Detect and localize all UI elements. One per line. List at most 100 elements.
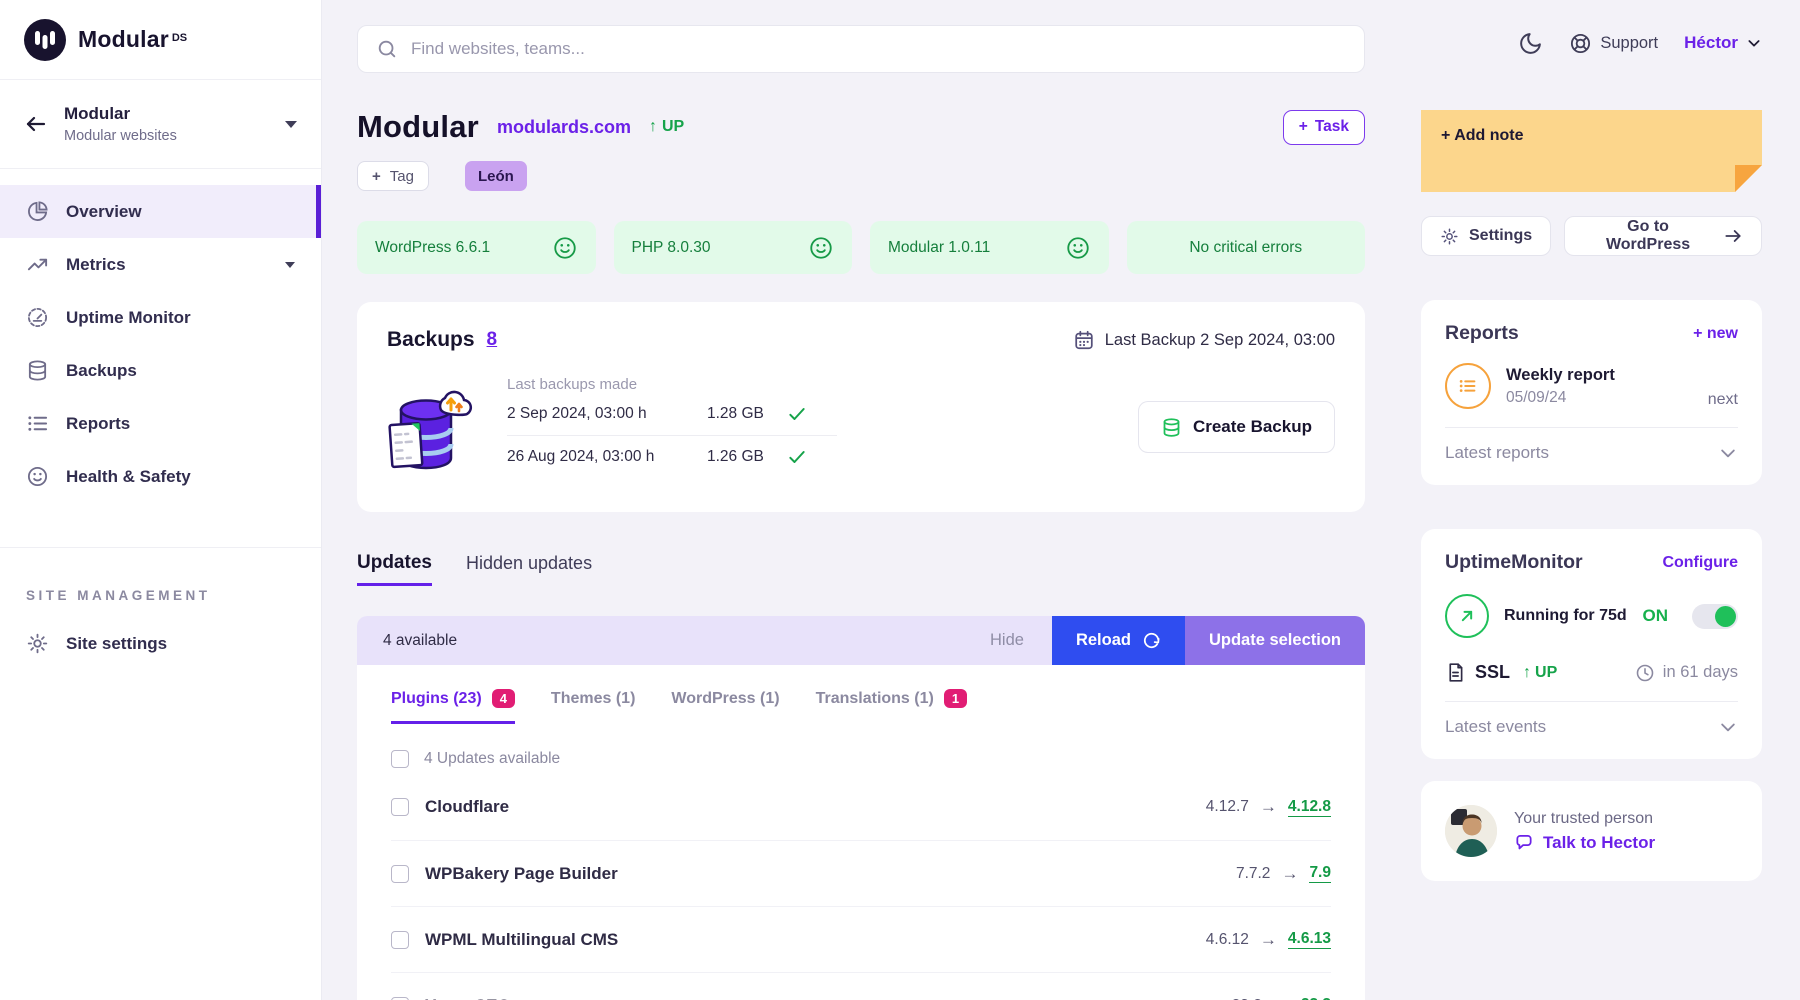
back-arrow-icon[interactable] <box>24 112 48 136</box>
sidebar-item-overview[interactable]: Overview <box>0 185 321 238</box>
add-task-button[interactable]: + Task <box>1282 109 1365 145</box>
tab-hidden-updates[interactable]: Hidden updates <box>465 553 593 573</box>
user-menu[interactable]: Héctor <box>1684 33 1762 53</box>
hide-button[interactable]: Hide <box>990 631 1024 649</box>
report-list-icon <box>1445 363 1491 409</box>
search-icon <box>376 38 398 60</box>
right-panel: Support Héctor + Add note Settings Go to <box>1421 0 1762 1000</box>
last-backup-info: Last Backup 2 Sep 2024, 03:00 <box>1073 329 1335 351</box>
tab-plugins[interactable]: Plugins (23) 4 <box>391 689 515 724</box>
current-version: 4.6.12 <box>1205 930 1249 948</box>
plugin-checkbox[interactable] <box>391 930 409 949</box>
uptime-status-row: Running for 75d ON <box>1445 594 1738 638</box>
plugin-row: Cloudflare 4.12.7 → 4.12.8 <box>391 774 1331 840</box>
plugin-row: WPBakery Page Builder 7.7.2 → 7.9 <box>391 840 1331 906</box>
status-badge-errors: No critical errors <box>1126 221 1365 274</box>
tab-themes[interactable]: Themes (1) <box>550 689 636 707</box>
lifebuoy-icon <box>1569 32 1592 55</box>
configure-link[interactable]: Configure <box>1662 553 1738 571</box>
plugin-checkbox[interactable] <box>391 798 409 816</box>
note-fold-corner <box>1735 165 1762 192</box>
talk-to-hector-link[interactable]: Talk to Hector <box>1514 833 1655 853</box>
page-header: Modular modulards.com ↑ UP + Task <box>357 109 1365 145</box>
gear-icon <box>1440 227 1459 246</box>
search-placeholder: Find websites, teams... <box>411 39 585 58</box>
plugin-name: WPBakery Page Builder <box>425 863 618 883</box>
app-logo[interactable]: Modular DS <box>0 0 321 80</box>
sticky-note[interactable]: + Add note <box>1421 110 1762 192</box>
reload-button[interactable]: Reload <box>1051 616 1185 665</box>
sidebar-item-label: Backups <box>66 360 137 380</box>
select-all-checkbox[interactable] <box>391 750 409 768</box>
report-date: 05/09/24 <box>1506 388 1567 406</box>
new-version-link[interactable]: 23.3 <box>1301 996 1331 1000</box>
new-report-link[interactable]: + new <box>1693 324 1738 342</box>
plugin-checkbox[interactable] <box>391 864 409 883</box>
dark-mode-toggle[interactable] <box>1518 31 1543 56</box>
arrow-right-icon <box>1723 226 1743 246</box>
go-to-wordpress-button[interactable]: Go to WordPress <box>1564 216 1762 256</box>
latest-reports-expander[interactable]: Latest reports <box>1445 443 1738 463</box>
current-version: 4.12.7 <box>1205 798 1249 815</box>
sidebar-nav: Overview Metrics Uptime Monitor Backups <box>0 169 321 503</box>
sidebar-item-backups[interactable]: Backups <box>0 344 321 397</box>
report-next-label: next <box>1707 391 1738 408</box>
smiley-icon <box>26 465 49 488</box>
main-area: Find websites, teams... Modular modulard… <box>322 0 1800 1000</box>
site-actions: Settings Go to WordPress <box>1421 216 1762 256</box>
report-item[interactable]: Weekly report 05/09/24 next <box>1445 363 1738 409</box>
plugin-checkbox[interactable] <box>391 996 409 1000</box>
sidebar-item-uptime-monitor[interactable]: Uptime Monitor <box>0 291 321 344</box>
new-version-link[interactable]: 7.9 <box>1309 864 1331 883</box>
content-column: Find websites, teams... Modular modulard… <box>357 0 1365 1000</box>
plugin-name: Cloudflare <box>425 797 510 816</box>
status-badge-wordpress: WordPress 6.6.1 <box>357 221 596 274</box>
site-domain-link[interactable]: modulards.com <box>496 116 631 137</box>
select-all-row: 4 Updates available <box>391 750 1331 768</box>
create-backup-button[interactable]: Create Backup <box>1137 401 1335 453</box>
uptime-toggle[interactable] <box>1692 603 1738 629</box>
tag-chip[interactable]: León <box>464 161 527 191</box>
count-badge: 4 <box>491 689 515 708</box>
sidebar-section-title: SITE MANAGEMENT <box>26 588 211 603</box>
backups-count-link[interactable]: 8 <box>486 329 498 350</box>
latest-events-expander[interactable]: Latest events <box>1445 717 1738 737</box>
moon-icon <box>1518 31 1543 56</box>
topbar-right: Support Héctor <box>1421 28 1762 58</box>
tab-wordpress[interactable]: WordPress (1) <box>671 689 780 707</box>
site-caret-icon[interactable] <box>285 120 297 128</box>
sidebar: Modular DS Modular Modular websites Overv… <box>0 0 322 1000</box>
arrow-right-icon: → <box>1259 797 1277 816</box>
sidebar-item-site-settings[interactable]: Site settings <box>0 617 321 670</box>
modular-logo-icon <box>24 18 66 61</box>
check-icon <box>787 447 813 467</box>
site-subtitle: Modular websites <box>64 128 177 144</box>
add-note-button[interactable]: + Add note <box>1421 110 1762 192</box>
add-tag-button[interactable]: + Tag <box>357 161 429 191</box>
ssl-label: SSL <box>1475 662 1511 682</box>
page-title: Modular <box>357 109 479 144</box>
backup-illustration <box>387 380 473 474</box>
sidebar-item-reports[interactable]: Reports <box>0 397 321 450</box>
chevron-down-icon <box>1746 35 1762 51</box>
site-switcher[interactable]: Modular Modular websites <box>0 80 321 169</box>
update-selection-button[interactable]: Update selection <box>1184 616 1365 665</box>
search-input[interactable]: Find websites, teams... <box>357 25 1365 73</box>
new-version-link[interactable]: 4.6.13 <box>1287 930 1331 949</box>
metrics-icon <box>26 253 49 276</box>
sidebar-item-metrics[interactable]: Metrics <box>0 238 321 291</box>
updates-banner: 4 available Hide Reload Update selection <box>357 616 1365 665</box>
support-button[interactable]: Support <box>1569 32 1658 55</box>
plugin-row: WPML Multilingual CMS 4.6.12 → 4.6.13 <box>391 906 1331 972</box>
settings-button[interactable]: Settings <box>1421 216 1552 256</box>
tab-updates[interactable]: Updates <box>357 552 432 586</box>
sidebar-item-health-safety[interactable]: Health & Safety <box>0 450 321 503</box>
reports-title: Reports <box>1445 322 1519 344</box>
brand-suffix: DS <box>171 31 188 44</box>
report-name: Weekly report <box>1506 365 1615 384</box>
tab-translations[interactable]: Translations (1) 1 <box>816 689 968 724</box>
backup-entry: 26 Aug 2024, 03:00 h 1.26 GB <box>507 436 837 478</box>
database-icon <box>1161 417 1182 438</box>
certificate-icon <box>1445 662 1466 683</box>
new-version-link[interactable]: 4.12.8 <box>1287 797 1331 817</box>
